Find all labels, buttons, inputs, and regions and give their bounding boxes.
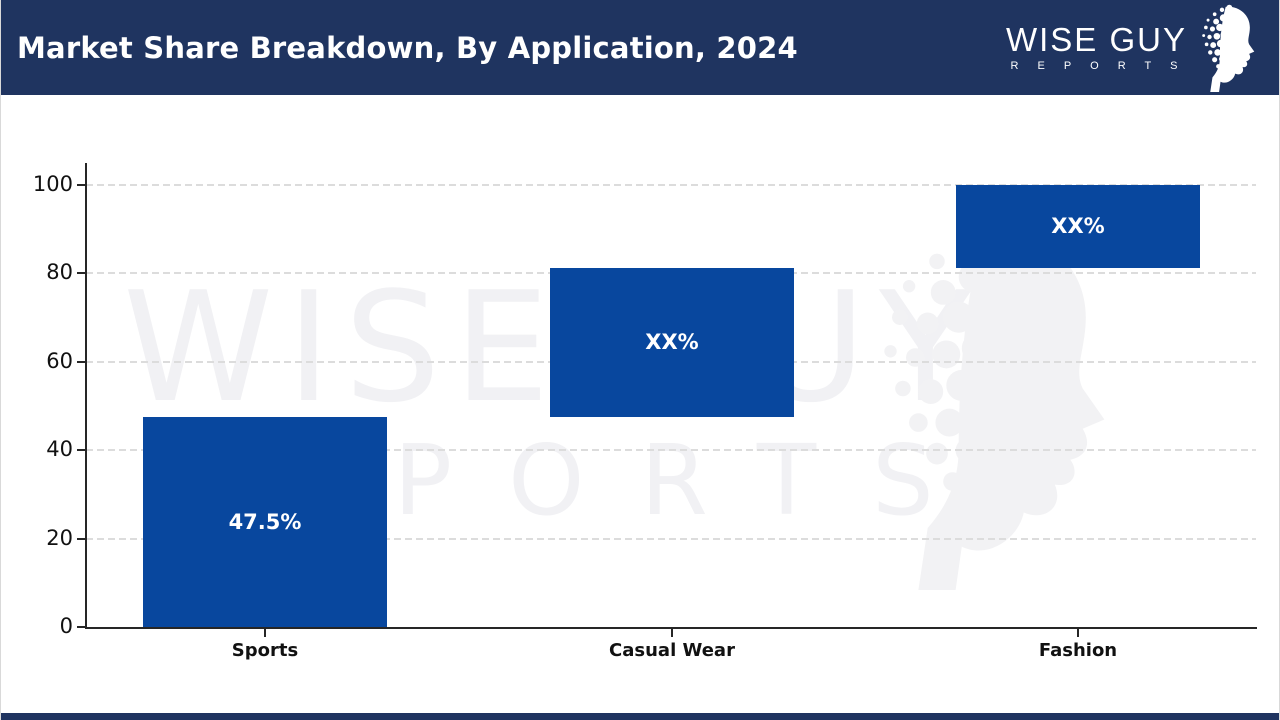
logo-text: WISE GUY R E P O R T S [1006,23,1187,72]
chart-title: Market Share Breakdown, By Application, … [17,30,798,65]
footer-bar [1,713,1279,720]
logo-wordmark: WISE GUY [1005,21,1187,58]
logo-subtext: R E P O R T S [1010,60,1186,72]
watermark-face-icon [884,221,1105,590]
header: Market Share Breakdown, By Application, … [1,0,1279,95]
logo: WISE GUY R E P O R T S [1006,4,1263,92]
logo-head-icon [1202,4,1255,92]
chart-area: WISE GUY REPORTS [1,95,1279,713]
watermark-text-line1: WISE GUY [123,259,985,436]
